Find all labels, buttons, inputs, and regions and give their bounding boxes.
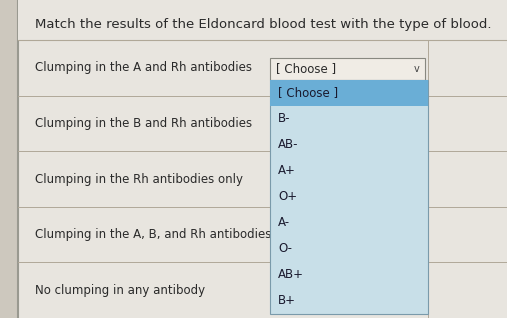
Text: AB+: AB+ (278, 268, 304, 281)
Text: AB-: AB- (278, 139, 299, 151)
Text: A+: A+ (278, 164, 296, 177)
Bar (270, 80, 428, 314)
Text: Match the results of the Eldoncard blood test with the type of blood.: Match the results of the Eldoncard blood… (35, 18, 491, 31)
Text: Clumping in the Rh antibodies only: Clumping in the Rh antibodies only (35, 172, 243, 185)
Bar (270, 80, 428, 106)
Text: Clumping in the A and Rh antibodies: Clumping in the A and Rh antibodies (35, 61, 252, 74)
Text: O+: O+ (278, 190, 297, 204)
Text: O-: O- (278, 243, 292, 255)
Text: Clumping in the A, B, and Rh antibodies: Clumping in the A, B, and Rh antibodies (35, 228, 271, 241)
Text: v: v (414, 64, 420, 74)
Text: A-: A- (278, 217, 290, 230)
Text: No clumping in any antibody: No clumping in any antibody (35, 284, 205, 297)
Bar (270, 58, 425, 80)
Text: [ Choose ]: [ Choose ] (278, 86, 338, 100)
Text: [ Choose ]: [ Choose ] (276, 63, 336, 75)
Bar (18, 0, 507, 40)
Text: B+: B+ (278, 294, 296, 308)
Text: Clumping in the B and Rh antibodies: Clumping in the B and Rh antibodies (35, 117, 252, 130)
Text: B-: B- (278, 113, 291, 126)
